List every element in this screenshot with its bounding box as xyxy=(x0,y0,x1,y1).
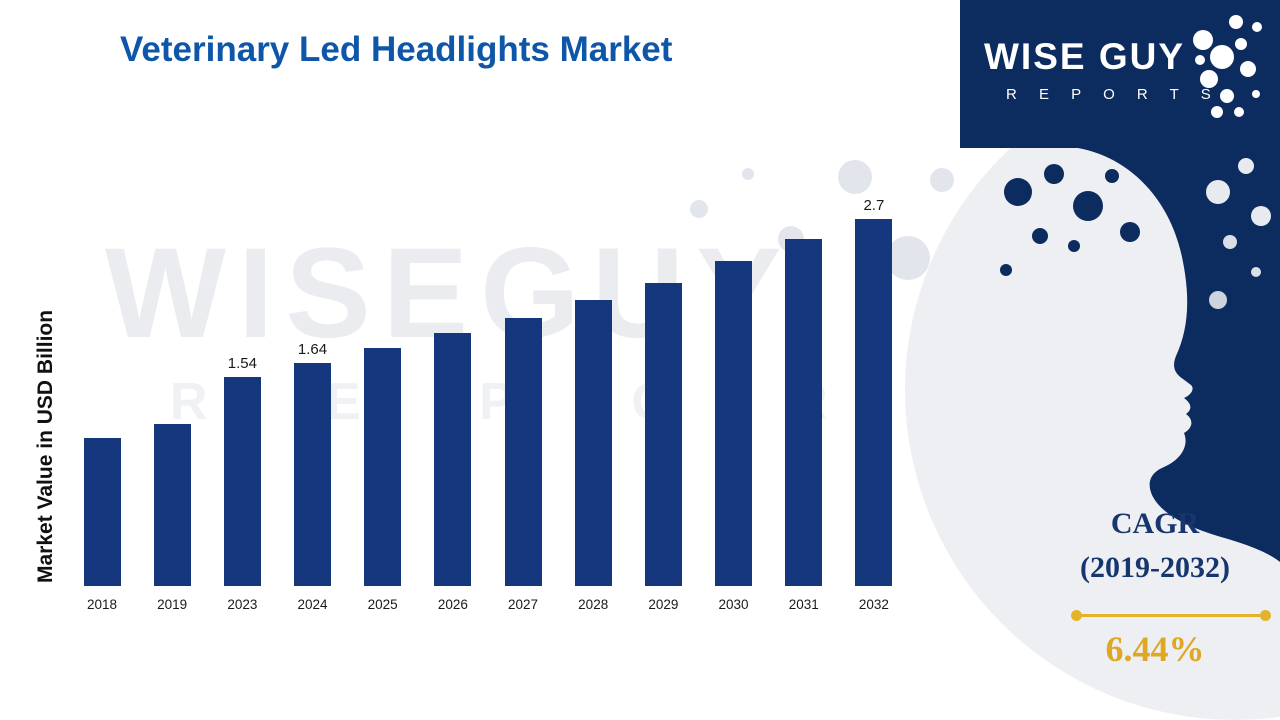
decor-dot xyxy=(886,236,930,280)
logo: WISE GUY R E P O R T S xyxy=(984,36,1220,103)
panel-dot-icon xyxy=(1206,180,1230,204)
x-tick-label: 2018 xyxy=(86,597,118,612)
decor-dot xyxy=(838,160,872,194)
bar-column-2028: 2028 xyxy=(573,168,613,613)
bar-column-2026: 2026 xyxy=(433,168,473,613)
logo-navy-block xyxy=(960,0,1280,148)
logo-subtitle: R E P O R T S xyxy=(1006,86,1220,103)
bar-value-label: 1.54 xyxy=(227,355,257,372)
bar-2029 xyxy=(644,283,682,586)
decor-dot xyxy=(742,168,754,180)
x-tick-label: 2028 xyxy=(578,597,609,612)
bar-column-2023: 1.54 2023 xyxy=(222,168,262,613)
decor-dot xyxy=(930,168,954,192)
panel-dot-icon xyxy=(1251,267,1261,277)
x-tick-label: 2031 xyxy=(788,597,819,612)
y-axis-label: Market Value in USD Billion xyxy=(34,309,57,583)
cagr-period: (2019-2032) xyxy=(1080,551,1230,584)
bar-2026 xyxy=(434,333,472,586)
bar-2032 xyxy=(855,219,893,586)
bar-2019 xyxy=(153,424,191,586)
bar-2024 xyxy=(294,363,332,586)
bar-column-2019: 2019 xyxy=(152,168,192,613)
hair-dot-icon xyxy=(1068,240,1080,252)
brand-panel-graphic xyxy=(960,0,1280,562)
x-tick-label: 2030 xyxy=(718,597,749,612)
x-tick-label: 2019 xyxy=(157,597,188,612)
bar-2028 xyxy=(574,300,612,586)
bar-2023 xyxy=(223,377,261,586)
logo-dots-face-icon xyxy=(1193,15,1262,118)
bar-column-2027: 2027 xyxy=(503,168,543,613)
bar-column-2030: 2030 xyxy=(714,168,754,613)
x-tick-label: 2025 xyxy=(367,597,398,612)
bar-value-label: 2.7 xyxy=(863,197,885,214)
bar-column-2025: 2025 xyxy=(363,168,403,613)
hair-dot-icon xyxy=(1073,191,1103,221)
logo-wordmark: WISE GUY xyxy=(984,36,1186,77)
x-tick-label: 2023 xyxy=(227,597,258,612)
bar-chart: 2018 2019 1.54 2023 1.64 2024 2025 2026 2027 2028… xyxy=(82,168,894,613)
bar-column-2032: 2.7 2032 xyxy=(854,168,894,613)
bar-column-2031: 2031 xyxy=(784,168,824,613)
decor-dot xyxy=(690,200,708,218)
panel-dot-icon xyxy=(1238,158,1254,174)
panel-dot-icon xyxy=(1209,291,1227,309)
face-silhouette-icon xyxy=(1078,148,1280,562)
bar-column-2024: 1.64 2024 xyxy=(293,168,333,613)
bar-2025 xyxy=(364,348,402,586)
chart-title: Veterinary Led Headlights Market xyxy=(120,30,673,69)
hair-dot-icon xyxy=(1004,178,1032,206)
cagr-label: CAGR xyxy=(1110,507,1200,540)
hair-dot-icon xyxy=(1044,164,1064,184)
x-tick-label: 2032 xyxy=(858,597,889,612)
cagr-value: 6.44% xyxy=(1105,629,1205,669)
panel-dot-icon xyxy=(1223,235,1237,249)
x-tick-label: 2026 xyxy=(437,597,468,612)
bar-value-label: 1.64 xyxy=(297,341,328,358)
panel-dot-icon xyxy=(1251,206,1271,226)
hair-dot-icon xyxy=(1032,228,1048,244)
bar-column-2029: 2029 xyxy=(643,168,683,613)
cagr-block: CAGR (2019-2032) xyxy=(1040,502,1270,590)
bar-2030 xyxy=(715,261,753,586)
bar-2027 xyxy=(504,318,542,586)
x-tick-label: 2029 xyxy=(648,597,679,612)
bar-column-2018: 2018 xyxy=(82,168,122,613)
bar-2018 xyxy=(83,438,121,586)
bar-2031 xyxy=(785,239,823,586)
hair-dot-icon xyxy=(1105,169,1119,183)
hair-dot-icon xyxy=(1000,264,1012,276)
gold-divider-line xyxy=(1071,610,1271,621)
x-tick-label: 2027 xyxy=(508,597,539,612)
hair-dot-icon xyxy=(1120,222,1140,242)
x-tick-label: 2024 xyxy=(297,597,328,612)
